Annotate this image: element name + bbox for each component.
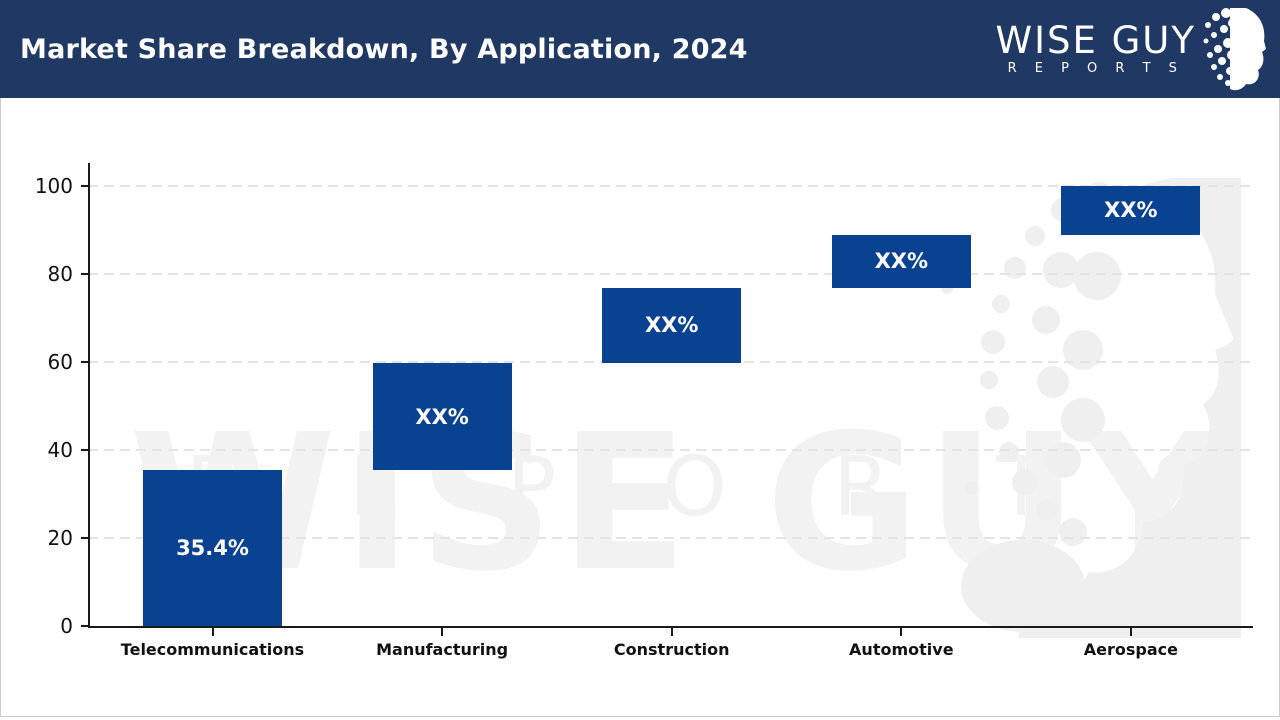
bar-manufacturing: XX% [372,362,512,471]
bar-value-label-telecommunications: 35.4% [176,536,249,561]
y-tick-label-100: 100 [34,174,73,198]
x-tick-aerospace [1129,628,1132,636]
x-tick-label-construction: Construction [613,640,730,659]
page-title: Market Share Breakdown, By Application, … [20,33,748,65]
bar-value-label-construction: XX% [644,313,699,338]
y-tick-label-40: 40 [47,438,73,462]
waterfall-chart: 0 20 40 60 80 100 35.4% Telecommunications XX% Ma… [1,98,1279,715]
header-bar: Market Share Breakdown, By Application, … [0,0,1280,98]
bar-construction: XX% [602,288,742,363]
bar-telecommunications: 35.4% [143,470,282,626]
y-tick-0 [81,625,88,627]
bar-automotive: XX% [831,234,971,289]
logo-tagline: R E P O R T S [1007,61,1184,76]
logo-head-icon [1203,8,1266,91]
logo-text: WISE GUY R E P O R T S [996,22,1196,76]
y-axis-spine [88,163,90,628]
y-tick-40 [81,449,88,451]
watermark-head-icon [941,178,1241,638]
x-tick-label-aerospace: Aerospace [1083,640,1178,659]
bar-value-label-aerospace: XX% [1104,198,1158,223]
gridline-100 [88,185,1253,187]
bar-value-label-manufacturing: XX% [415,404,469,429]
y-tick-label-60: 60 [47,350,73,374]
brand-logo: WISE GUY R E P O R T S [996,7,1280,91]
y-tick-80 [81,273,88,275]
y-tick-label-0: 0 [60,614,73,638]
logo-wordmark: WISE GUY [995,19,1196,62]
x-tick-label-automotive: Automotive [849,640,954,659]
y-tick-label-80: 80 [47,262,73,286]
x-tick-label-manufacturing: Manufacturing [376,640,509,659]
x-tick-automotive [900,628,903,636]
gridline-40 [88,449,1253,451]
x-tick-manufacturing [441,628,444,636]
bar-aerospace: XX% [1061,186,1201,235]
x-tick-label-telecommunications: Telecommunications [120,640,305,659]
y-tick-60 [81,361,88,363]
bar-value-label-automotive: XX% [874,249,929,274]
gridline-80 [88,273,1253,275]
y-tick-label-20: 20 [47,526,73,550]
y-tick-100 [81,185,88,187]
y-tick-20 [81,537,88,539]
x-axis-spine [88,626,1253,628]
chart-panel: WISE GUY R E P O R T S 0 20 40 60 80 100 35.4%… [0,98,1280,717]
x-tick-construction [670,628,673,636]
x-tick-telecommunications [211,628,214,636]
gridline-20 [88,537,1253,539]
